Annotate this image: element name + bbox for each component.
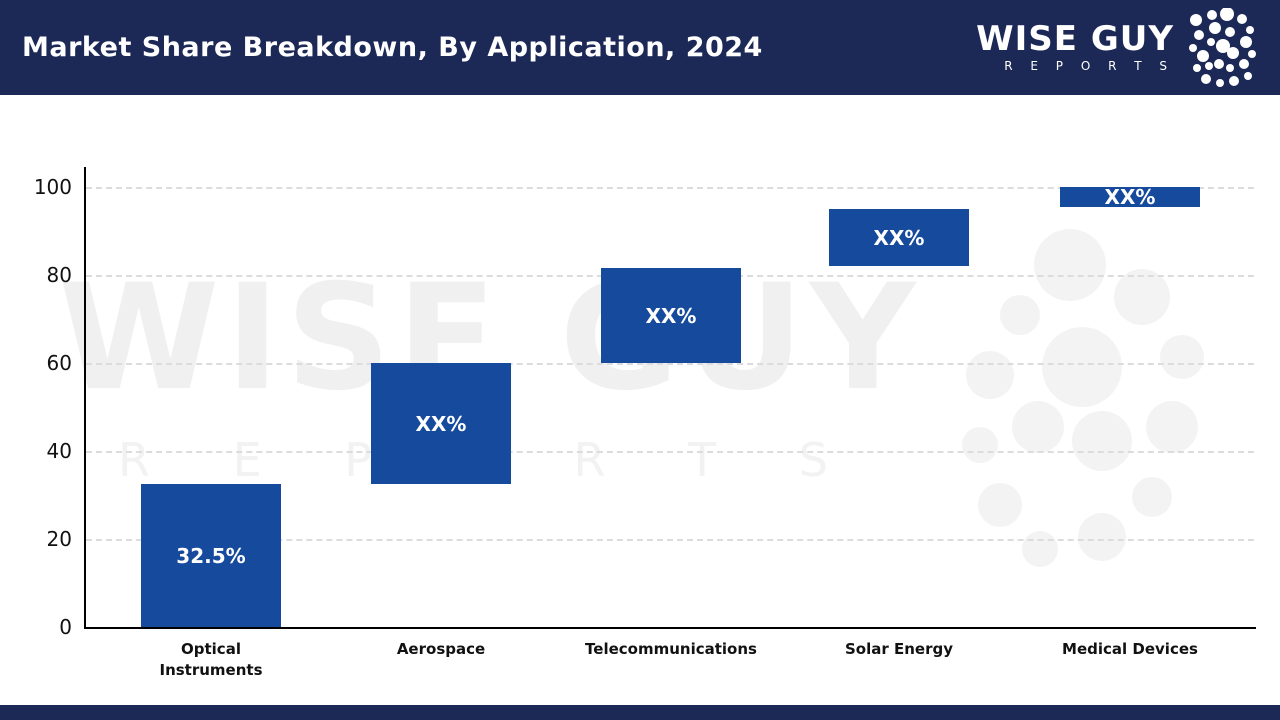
bar-value-label-optical-instruments: 32.5% [176,543,246,568]
bar-medical-devices: XX% [1060,184,1200,209]
bar-value-label-aerospace: XX% [415,411,467,436]
x-tick-label-optical-instruments: Optical Instruments [159,640,263,679]
x-tick-label-telecommunications: Telecommunications [585,640,757,658]
y-tick-label-100: 100 [33,175,72,199]
y-tick-label-40: 40 [46,439,72,463]
x-tick-label-aerospace: Aerospace [396,640,486,658]
bar-value-label-solar-energy: XX% [873,225,925,250]
gridline-40 [86,451,1254,453]
bar-solar-energy: XX% [829,209,969,267]
y-tick-label-80: 80 [46,263,72,287]
wiseguy-logo: WISE GUY R E P O R T S [976,7,1258,88]
header-bar: Market Share Breakdown, By Application, … [0,0,1280,95]
x-tick-label-medical-devices: Medical Devices [1062,640,1198,658]
y-tick-label-0: 0 [59,615,72,639]
logo-wordmark: WISE GUY [976,18,1174,59]
bar-aerospace: XX% [371,363,511,484]
gridline-20 [86,539,1254,541]
logo-subtitle: R E P O R T S [1004,59,1174,74]
logo-text: WISE GUY R E P O R T S [976,18,1174,74]
page-title: Market Share Breakdown, By Application, … [22,32,763,63]
footer-bar [0,705,1280,720]
bar-telecommunications: XX% [601,268,741,363]
chart-area: WISE GUY R E P O R T S 02040608010032.5%… [0,95,1280,706]
bar-value-label-telecommunications: XX% [645,303,697,328]
y-axis-line [84,167,86,629]
x-tick-label-solar-energy: Solar Energy [844,640,954,658]
y-tick-label-20: 20 [46,527,72,551]
x-axis-line [84,627,1256,629]
gridline-100 [86,187,1254,189]
bar-optical-instruments: 32.5% [141,484,281,627]
y-tick-label-60: 60 [46,351,72,375]
bar-value-label-medical-devices: XX% [1104,184,1156,209]
logo-head-dots-icon [1189,7,1256,87]
gridline-60 [86,363,1254,365]
